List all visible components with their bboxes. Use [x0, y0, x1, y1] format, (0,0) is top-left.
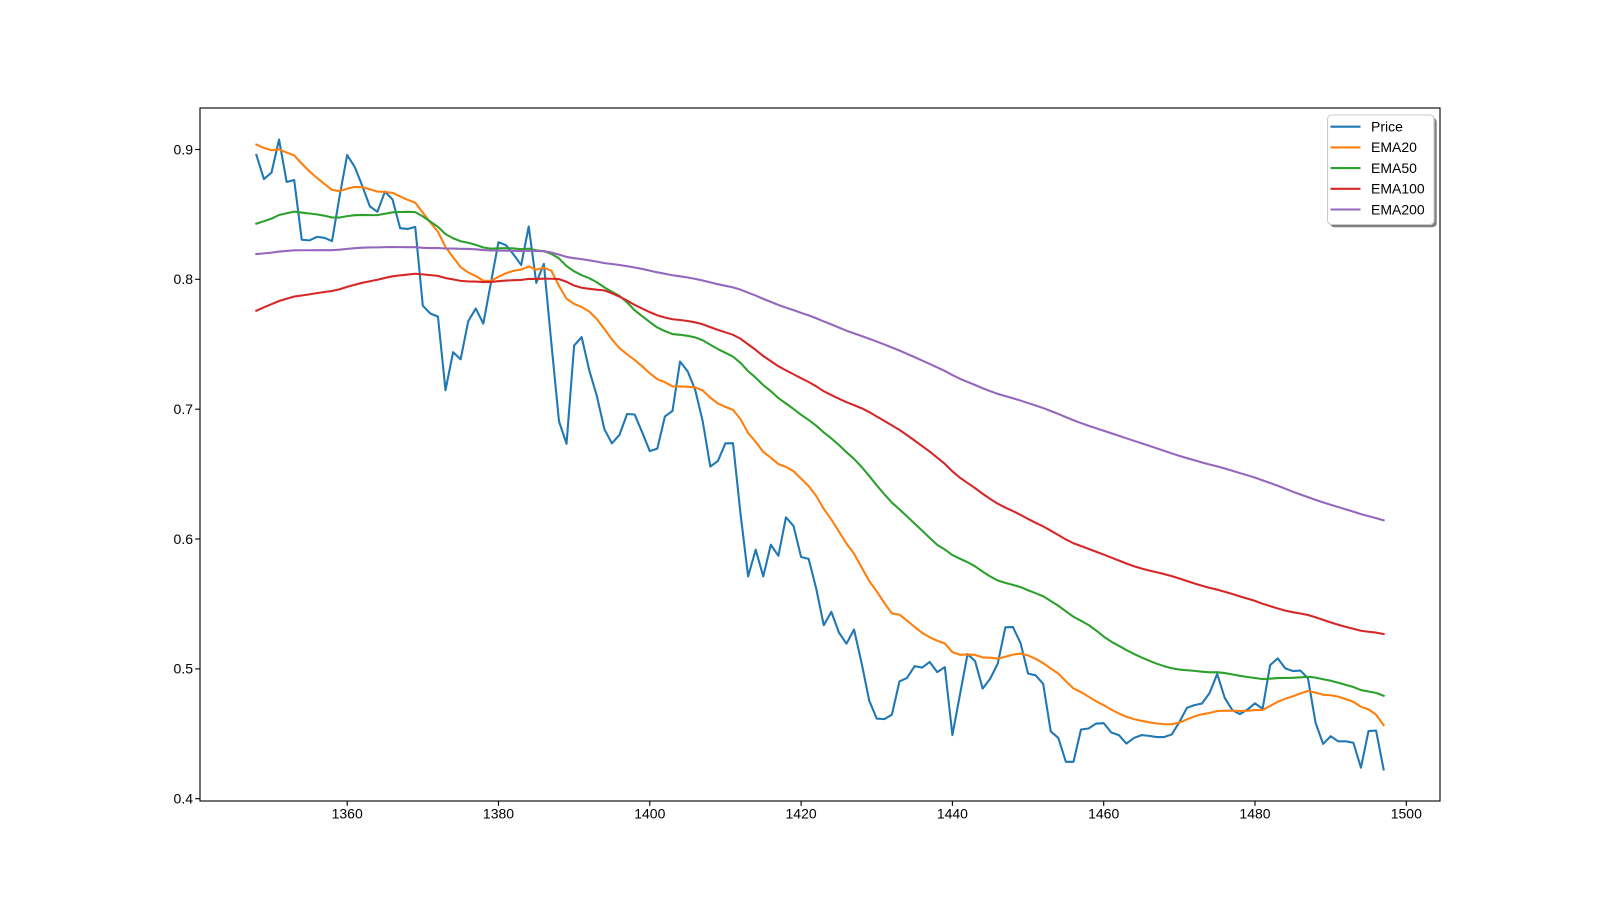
svg-text:0.5: 0.5	[174, 661, 194, 677]
svg-text:1360: 1360	[332, 806, 363, 822]
svg-text:1380: 1380	[483, 806, 514, 822]
svg-text:1460: 1460	[1088, 806, 1119, 822]
svg-text:1400: 1400	[634, 806, 665, 822]
svg-text:EMA50: EMA50	[1371, 160, 1417, 176]
svg-text:1420: 1420	[786, 806, 817, 822]
svg-text:0.6: 0.6	[174, 531, 194, 547]
svg-text:0.4: 0.4	[174, 791, 194, 807]
svg-text:Price: Price	[1371, 119, 1403, 135]
svg-text:EMA100: EMA100	[1371, 181, 1425, 197]
svg-text:EMA200: EMA200	[1371, 201, 1425, 217]
svg-text:1440: 1440	[937, 806, 968, 822]
svg-text:0.7: 0.7	[174, 401, 194, 417]
svg-text:1480: 1480	[1239, 806, 1270, 822]
svg-text:1500: 1500	[1391, 806, 1422, 822]
svg-text:EMA20: EMA20	[1371, 139, 1417, 155]
svg-text:0.9: 0.9	[174, 141, 194, 157]
svg-text:0.8: 0.8	[174, 271, 194, 287]
